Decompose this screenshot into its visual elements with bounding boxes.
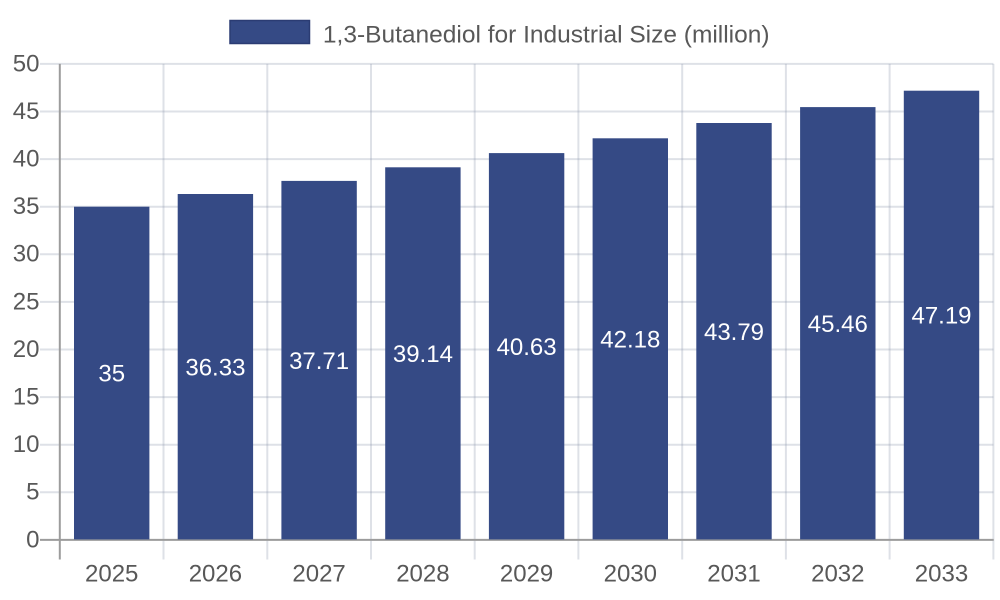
svg-text:25: 25 bbox=[13, 288, 40, 315]
svg-text:2025: 2025 bbox=[85, 560, 138, 587]
svg-text:39.14: 39.14 bbox=[393, 341, 453, 368]
svg-text:2028: 2028 bbox=[396, 560, 449, 587]
svg-text:5: 5 bbox=[26, 479, 39, 506]
svg-text:1,3-Butanediol for Industrial: 1,3-Butanediol for Industrial Size (mill… bbox=[323, 21, 770, 48]
svg-text:2027: 2027 bbox=[292, 560, 345, 587]
svg-text:2026: 2026 bbox=[189, 560, 242, 587]
svg-text:45: 45 bbox=[13, 98, 40, 125]
svg-text:30: 30 bbox=[13, 241, 40, 268]
svg-text:2030: 2030 bbox=[604, 560, 657, 587]
svg-text:36.33: 36.33 bbox=[185, 354, 245, 381]
svg-text:0: 0 bbox=[26, 526, 39, 553]
svg-text:2033: 2033 bbox=[915, 560, 968, 587]
svg-text:50: 50 bbox=[13, 50, 40, 77]
svg-text:40: 40 bbox=[13, 146, 40, 173]
svg-text:2029: 2029 bbox=[500, 560, 553, 587]
svg-text:35: 35 bbox=[98, 361, 125, 388]
svg-text:37.71: 37.71 bbox=[289, 348, 349, 375]
svg-text:20: 20 bbox=[13, 336, 40, 363]
svg-text:2031: 2031 bbox=[707, 560, 760, 587]
svg-text:47.19: 47.19 bbox=[911, 303, 971, 330]
svg-text:10: 10 bbox=[13, 431, 40, 458]
svg-text:40.63: 40.63 bbox=[497, 334, 557, 361]
svg-text:15: 15 bbox=[13, 384, 40, 411]
svg-text:2032: 2032 bbox=[811, 560, 864, 587]
svg-text:35: 35 bbox=[13, 193, 40, 220]
svg-text:45.46: 45.46 bbox=[808, 311, 868, 338]
svg-text:42.18: 42.18 bbox=[600, 327, 660, 354]
svg-text:43.79: 43.79 bbox=[704, 319, 764, 346]
